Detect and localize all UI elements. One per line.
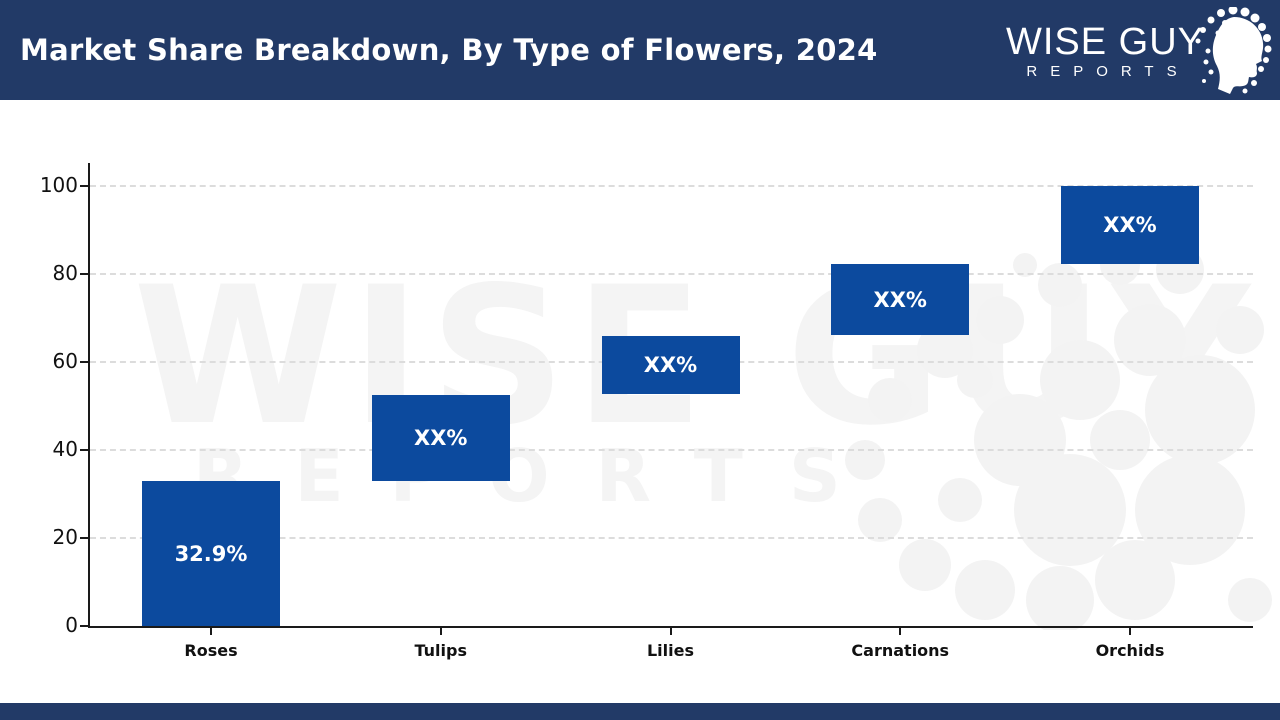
header-band: Market Share Breakdown, By Type of Flowe… [0,0,1280,100]
bar-value-label-orchids: XX% [1103,212,1157,237]
x-tick-label-orchids: Orchids [1095,641,1165,660]
logo-wordmark: WISE GUY [1005,20,1204,63]
gridline-100 [90,185,1253,187]
bar-value-label-lilies: XX% [643,353,698,378]
x-tick-label-tulips: Tulips [414,641,468,660]
x-tick-label-carnations: Carnations [851,641,950,660]
y-tick-label-100: 100 [39,173,78,197]
y-tick-label-0: 0 [65,613,78,637]
gridline-40 [90,449,1253,451]
y-tick-label-40: 40 [52,437,78,461]
x-axis-line [88,626,1253,628]
bar-lilies: XX% [601,336,740,395]
y-axis-line [88,163,90,628]
x-tick-carnations [899,628,902,635]
x-tick-orchids [1129,628,1131,635]
logo-text: WISE GUY REPORTS [1006,22,1204,81]
logo-head-icon [1195,7,1272,94]
bar-roses: 32.9% [142,481,280,626]
bar-tulips: XX% [371,395,510,481]
bar-value-label-roses: 32.9% [174,541,248,566]
y-tick-20 [80,537,89,539]
logo-subtitle: REPORTS [1026,62,1190,80]
y-tick-100 [80,185,89,187]
y-tick-label-80: 80 [52,261,78,285]
x-tick-label-roses: Roses [184,641,238,660]
footer-band [0,703,1280,720]
wise-guy-logo: WISE GUY REPORTS [1006,6,1272,96]
page-title: Market Share Breakdown, By Type of Flowe… [20,33,878,67]
y-tick-label-20: 20 [52,525,78,549]
y-tick-40 [80,449,89,451]
bar-orchids: XX% [1061,186,1199,264]
y-tick-80 [80,273,89,275]
y-tick-0 [80,625,89,627]
gridline-20 [90,537,1253,539]
x-tick-tulips [439,628,442,635]
bar-value-label-tulips: XX% [414,425,468,450]
bar-value-label-carnations: XX% [873,287,927,312]
x-tick-roses [210,628,212,635]
x-tick-label-lilies: Lilies [646,641,695,660]
bar-carnations: XX% [831,263,970,336]
x-tick-lilies [669,628,672,635]
gridline-80 [90,273,1253,275]
y-tick-60 [80,361,89,363]
y-tick-label-60: 60 [52,349,78,373]
